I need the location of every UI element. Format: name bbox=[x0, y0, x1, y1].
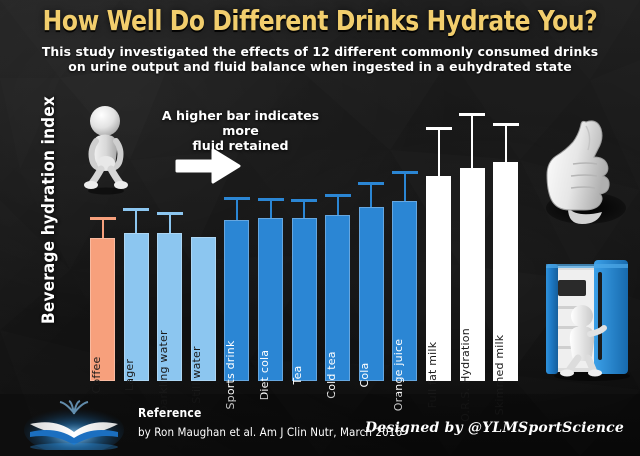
bar-fill bbox=[358, 206, 384, 381]
subtitle-line-2: on urine output and fluid balance when i… bbox=[68, 59, 572, 74]
error-bar bbox=[358, 182, 385, 209]
error-bar bbox=[324, 193, 351, 218]
error-bar bbox=[459, 112, 486, 170]
annotation-line-1: A higher bar indicates more bbox=[161, 108, 320, 138]
reference-text: by Ron Maughan et al. Am J Clin Nutr, Ma… bbox=[138, 425, 403, 439]
page-subtitle: This study investigated the effects of 1… bbox=[24, 44, 616, 74]
bar-label: Coffee bbox=[89, 356, 103, 394]
right-arrow-icon bbox=[175, 148, 241, 184]
bar-full-fat-milk[interactable]: Full fat milk bbox=[426, 176, 451, 408]
bar-fill bbox=[157, 232, 183, 381]
thumbs-up-icon bbox=[546, 120, 626, 224]
bar-o-r-s-hydration[interactable]: O.R.S. Hydration bbox=[459, 167, 485, 422]
bar-lager[interactable]: Lager bbox=[123, 232, 149, 391]
bar-skimmed-milk[interactable]: Skimmed milk bbox=[493, 161, 519, 415]
reference-heading: Reference bbox=[138, 406, 202, 420]
annotation-line-2: fluid retained bbox=[192, 138, 289, 153]
person-needing-toilet-icon bbox=[84, 106, 128, 195]
bar-coffee[interactable]: Coffee bbox=[90, 238, 115, 393]
bar-fill bbox=[426, 176, 451, 381]
error-bar bbox=[223, 196, 250, 222]
bar-fill bbox=[325, 215, 351, 381]
person-opening-fridge-icon bbox=[546, 260, 630, 381]
bar-label: Cola bbox=[358, 362, 372, 388]
bar-still-water[interactable]: Still water bbox=[190, 236, 216, 404]
bar-label: Tea bbox=[291, 365, 305, 385]
error-bar bbox=[89, 216, 116, 241]
bar-sports-drink[interactable]: Sports drink bbox=[224, 219, 250, 410]
chart-annotation: A higher bar indicates more fluid retain… bbox=[143, 108, 338, 153]
error-bar bbox=[257, 197, 284, 221]
bar-fill bbox=[123, 232, 149, 381]
bar-fill bbox=[258, 218, 283, 381]
bar-label: Diet cola bbox=[257, 349, 271, 401]
open-book-icon bbox=[24, 400, 124, 450]
bar-fill bbox=[291, 218, 317, 381]
bar-fill bbox=[392, 200, 418, 381]
bar-tea[interactable]: Tea bbox=[291, 218, 317, 384]
bar-fill bbox=[224, 219, 250, 381]
bar-cola[interactable]: Cola bbox=[358, 206, 384, 387]
bar-sparkling-water[interactable]: Sparkling water bbox=[157, 232, 183, 420]
error-bar bbox=[391, 170, 418, 203]
page-title: How Well Do Different Drinks Hydrate You… bbox=[42, 4, 598, 37]
bar-fill bbox=[190, 236, 216, 381]
bar-label: Lager bbox=[123, 358, 137, 392]
error-bar bbox=[425, 127, 452, 179]
error-bar bbox=[156, 212, 183, 235]
bar-orange-juice[interactable]: Orange juice bbox=[392, 200, 418, 411]
designer-credit: Designed by @YLMSportScience bbox=[364, 420, 624, 436]
error-bar bbox=[291, 199, 318, 221]
bar-fill bbox=[459, 167, 485, 381]
bar-fill bbox=[493, 161, 519, 381]
subtitle-line-1: This study investigated the effects of 1… bbox=[41, 44, 599, 59]
error-bar bbox=[492, 123, 519, 164]
bar-cold-tea[interactable]: Cold tea bbox=[325, 215, 351, 399]
bar-diet-cola[interactable]: Diet cola bbox=[258, 218, 283, 400]
bar-fill bbox=[90, 238, 115, 381]
error-bar bbox=[123, 208, 150, 235]
bar-label: Cold tea bbox=[324, 351, 338, 399]
